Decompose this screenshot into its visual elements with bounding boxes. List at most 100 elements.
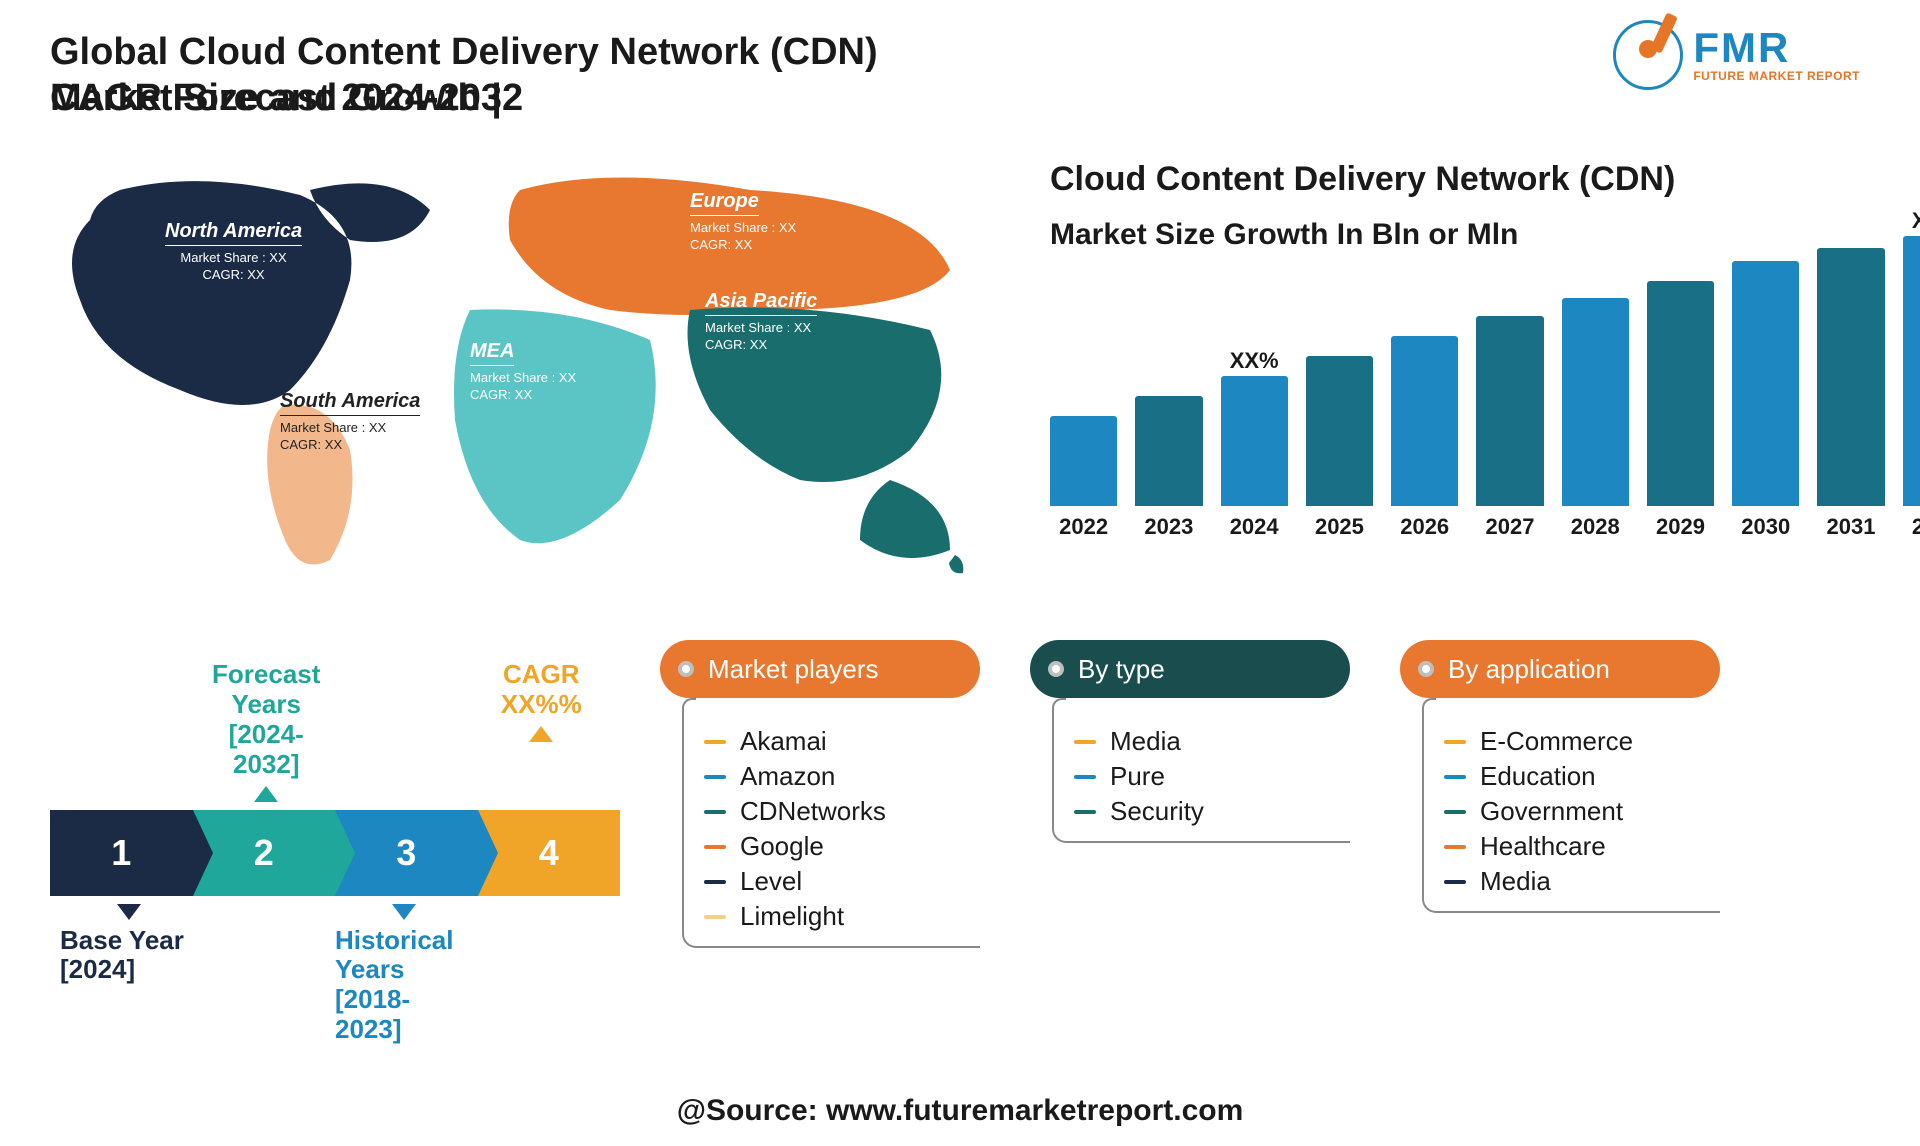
arrow-down-icon [117,904,141,920]
tick-icon [1444,880,1466,884]
tick-icon [1444,775,1466,779]
list-item: Pure [1074,761,1350,792]
timeline-segment-2: 2 [193,810,336,896]
list-item: Akamai [704,726,980,757]
pill-dot-icon [1418,661,1434,677]
bar-annotation: XX% [1912,208,1920,234]
bar-year-label: 2027 [1485,514,1534,540]
logo-text-main: FMR [1693,27,1860,69]
category-title: Market players [708,654,879,685]
fmr-logo: FMR FUTURE MARKET REPORT [1613,20,1860,90]
arrow-up-icon [529,726,553,742]
timeline: Forecast Years [2024-2032] CAGR XX%% 123… [50,660,620,1045]
list-item-label: Government [1480,796,1623,827]
cagr-label: CAGR XX%% [473,660,611,802]
list-item: CDNetworks [704,796,980,827]
title-line-1: Global Cloud Content Delivery Network (C… [50,30,878,76]
list-item: Google [704,831,980,862]
list-item: Media [1074,726,1350,757]
label-europe: Europe Market Share : XXCAGR: XX [690,190,796,254]
bar-rect [1817,248,1884,506]
category-by-type: By type Media Pure Security [1030,640,1350,843]
base-year-label: Base Year [2024] [60,904,198,1046]
bar-rect [1903,236,1920,506]
list-item-label: Level [740,866,802,897]
list-item-label: Amazon [740,761,835,792]
list-item-label: Media [1480,866,1551,897]
list-item: Security [1074,796,1350,827]
tick-icon [1444,810,1466,814]
bar-rect [1732,261,1799,506]
category-list: E-Commerce Education Government Healthcare M… [1422,712,1720,913]
bar-2022: 2022 [1050,416,1117,540]
title-line-2b: Market Size and Growth | [50,76,878,122]
arrow-up-icon [254,786,278,802]
bar-2025: 2025 [1306,356,1373,540]
bar-year-label: 2023 [1144,514,1193,540]
category-title: By application [1448,654,1610,685]
bar-rect [1050,416,1117,506]
bar-year-label: 2026 [1400,514,1449,540]
bar-year-label: 2032 [1912,514,1920,540]
bar-year-label: 2022 [1059,514,1108,540]
list-item: E-Commerce [1444,726,1720,757]
bar-year-label: 2024 [1230,514,1279,540]
source-line: @Source: www.futuremarketreport.com [0,1094,1920,1128]
category-list: Media Pure Security [1052,712,1350,843]
timeline-segment-3: 3 [335,810,478,896]
category-pill: Market players [660,640,980,698]
bar-year-label: 2031 [1827,514,1876,540]
bar-2031: 2031 [1817,248,1884,540]
logo-text-sub: FUTURE MARKET REPORT [1693,69,1860,83]
tick-icon [1074,775,1096,779]
bar-2027: 2027 [1476,316,1543,540]
tick-icon [704,775,726,779]
bar-rect [1221,376,1288,506]
list-item-label: CDNetworks [740,796,886,827]
list-item-label: Pure [1110,761,1165,792]
bar-year-label: 2030 [1741,514,1790,540]
bar-2029: 2029 [1647,281,1714,540]
growth-bar-chart: Cloud Content Delivery Network (CDN) Mar… [1050,160,1920,580]
category-pill: By type [1030,640,1350,698]
map-north-america [72,181,430,405]
bar-year-label: 2028 [1571,514,1620,540]
list-item-label: E-Commerce [1480,726,1633,757]
bar-rect [1135,396,1202,506]
bar-year-label: 2029 [1656,514,1705,540]
list-item-label: Akamai [740,726,827,757]
bar-rect [1306,356,1373,506]
category-market-players: Market players Akamai Amazon CDNetworks Goog… [660,640,980,948]
bar-rect [1476,316,1543,506]
tick-icon [704,880,726,884]
chart-title: Cloud Content Delivery Network (CDN) [1050,160,1920,199]
category-list: Akamai Amazon CDNetworks Google Level Limelig… [682,712,980,948]
bar-rect [1391,336,1458,506]
bar-annotation: XX% [1230,348,1279,374]
timeline-bar: 1234 [50,810,620,896]
bar-year-label: 2025 [1315,514,1364,540]
arrow-down-icon [392,904,416,920]
bar-2026: 2026 [1391,336,1458,540]
list-item-label: Google [740,831,824,862]
tick-icon [1074,810,1096,814]
bar-2023: 2023 [1135,396,1202,540]
list-item: Healthcare [1444,831,1720,862]
bar-rect [1562,298,1629,506]
bar-2030: 2030 [1732,261,1799,540]
tick-icon [704,915,726,919]
list-item: Education [1444,761,1720,792]
category-title: By type [1078,654,1165,685]
tick-icon [704,810,726,814]
logo-icon [1613,20,1683,90]
list-item: Limelight [704,901,980,932]
tick-icon [1074,740,1096,744]
list-item: Media [1444,866,1720,897]
historical-years-label: Historical Years [2018-2023] [335,904,473,1046]
timeline-segment-4: 4 [478,810,621,896]
label-north-america: North America Market Share : XXCAGR: XX [165,220,302,284]
bar-2028: 2028 [1562,298,1629,540]
list-item: Amazon [704,761,980,792]
list-item-label: Education [1480,761,1596,792]
tick-icon [1444,740,1466,744]
